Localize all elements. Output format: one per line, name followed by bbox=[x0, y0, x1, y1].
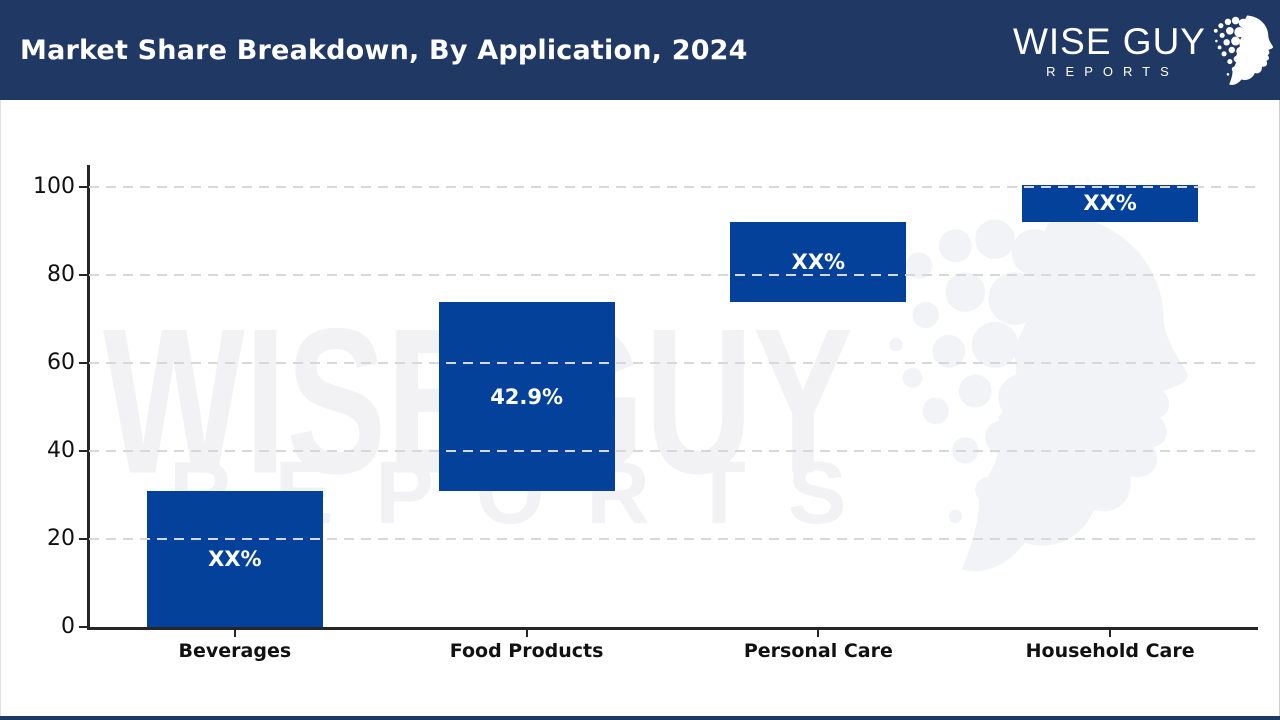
brand-face-icon bbox=[1210, 7, 1274, 93]
logo-subtext: REPORTS bbox=[1046, 63, 1179, 79]
gridline-60 bbox=[89, 362, 1256, 364]
footer-strip bbox=[0, 716, 1280, 720]
x-category-label: Household Care bbox=[1025, 640, 1195, 662]
plot-area: XX% Beverages 42.9% Food Products XX% Persona… bbox=[1, 100, 1280, 716]
y-tick bbox=[79, 274, 87, 276]
logo-wordmark: WISE GUY bbox=[1012, 20, 1206, 62]
chart-area: WISE GUY REPORTS XX% Beverages 42.9% Food P… bbox=[0, 100, 1280, 716]
y-tick bbox=[79, 538, 87, 540]
y-tick-label: 40 bbox=[47, 438, 75, 463]
y-tick-label: 100 bbox=[33, 174, 75, 199]
x-tick bbox=[817, 630, 820, 637]
page-title: Market Share Breakdown, By Application, … bbox=[20, 34, 748, 66]
x-axis bbox=[87, 627, 1258, 630]
x-tick bbox=[525, 630, 528, 637]
bar-value-label: XX% bbox=[1083, 191, 1137, 216]
brand-logo-text: WISE GUY REPORTS bbox=[1012, 20, 1206, 79]
brand-logo: WISE GUY REPORTS bbox=[1013, 4, 1274, 96]
x-tick bbox=[1109, 630, 1112, 637]
bar-value-label: XX% bbox=[791, 250, 846, 274]
x-category-label: Food Products bbox=[449, 640, 604, 662]
y-tick bbox=[79, 626, 87, 628]
x-category-label: Personal Care bbox=[743, 640, 893, 662]
header-bar: Market Share Breakdown, By Application, … bbox=[0, 0, 1280, 100]
bar-beverages: XX% bbox=[146, 491, 323, 627]
y-tick-label: 20 bbox=[47, 526, 75, 551]
bar-household-care: XX% bbox=[1022, 185, 1199, 222]
gridline-80 bbox=[89, 274, 1256, 276]
y-axis bbox=[87, 165, 90, 630]
bar-value-label: 42.9% bbox=[490, 384, 564, 409]
x-tick bbox=[233, 630, 236, 637]
y-tick bbox=[79, 186, 87, 188]
bar-food-products: 42.9% bbox=[438, 302, 615, 492]
y-tick bbox=[79, 450, 87, 452]
x-category-label: Beverages bbox=[178, 640, 292, 662]
y-tick-label: 60 bbox=[47, 350, 75, 375]
gridline-40 bbox=[89, 450, 1256, 452]
bar-value-label: XX% bbox=[208, 547, 262, 571]
gridline-100 bbox=[89, 186, 1256, 188]
y-tick bbox=[79, 362, 87, 364]
gridline-20 bbox=[89, 538, 1256, 540]
y-tick-label: 0 bbox=[61, 614, 75, 639]
y-tick-label: 80 bbox=[47, 262, 75, 287]
bar-personal-care: XX% bbox=[730, 221, 907, 303]
